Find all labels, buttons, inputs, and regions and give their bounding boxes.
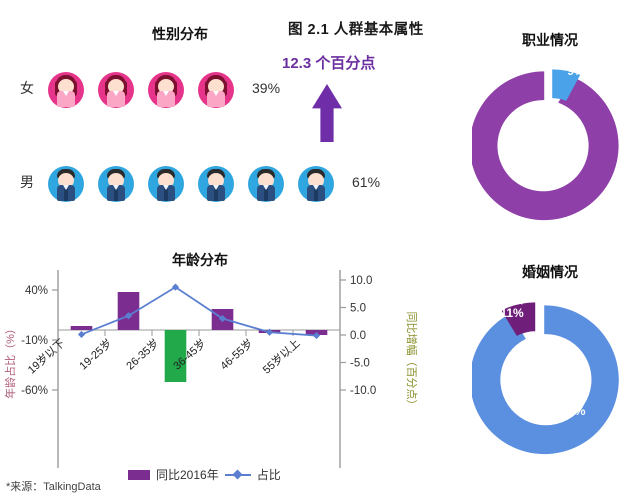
- marriage-slice-married: [472, 305, 619, 455]
- male-icon-group: [44, 160, 344, 204]
- age-chart-left-tick-label: -60%: [21, 385, 48, 397]
- source-note: *来源：TalkingData: [6, 481, 101, 493]
- gender-value-male: 61%: [352, 174, 381, 190]
- age-chart-line-marker: [265, 328, 274, 336]
- age-chart-ylabel: 年龄占比（%）: [3, 323, 17, 399]
- gender-gap-callout: 12.3 个百分点: [282, 52, 412, 157]
- age-chart-bar: [117, 292, 140, 330]
- gender-gap-text: 12.3 个百分点: [282, 55, 376, 72]
- occupation-panel: 职业情况 其他 91% 大学生 9%: [462, 30, 636, 235]
- occupation-value-other: 91%: [528, 156, 554, 171]
- female-icon-group: [44, 66, 244, 110]
- gender-chart-title: 性别分布: [152, 26, 208, 42]
- marriage-label-married-text: 已婚: [560, 390, 586, 404]
- occupation-label-other-text: 其他: [528, 142, 554, 156]
- up-arrow-icon: [312, 84, 342, 142]
- age-chart-legend: 同比2016年 占比: [128, 466, 281, 483]
- age-chart-right-tick-label: 5.0: [350, 303, 366, 315]
- age-chart-title: 年龄分布: [172, 252, 228, 268]
- marriage-slice-single-group: [501, 302, 536, 377]
- male-person-icon: [194, 160, 238, 204]
- age-chart-right-tick-label: 10.0: [350, 275, 372, 287]
- age-distribution-panel: 年龄分布 40% -10% -60% 10.0 5.0 0.0 -5.0 -10.0 19岁以下…: [0, 250, 446, 500]
- age-chart-category-label: 19-25岁: [76, 336, 114, 373]
- age-chart-y2label: 同比增幅（百分点）: [405, 312, 419, 411]
- gender-value-female: 39%: [252, 80, 281, 96]
- occupation-chart-title: 职业情况: [522, 32, 578, 48]
- gender-label-male: 男: [20, 174, 34, 190]
- male-person-icon: [144, 160, 188, 204]
- age-chart-line-marker: [77, 330, 86, 339]
- marriage-donut-svg: [472, 302, 619, 455]
- age-chart-left-tick-label: -10%: [21, 335, 48, 347]
- age-chart-line-marker: [218, 314, 227, 323]
- marriage-value-married: 89%: [560, 404, 586, 419]
- age-chart-category-label: 55岁以上: [260, 336, 303, 377]
- occupation-label-student: 大学生 9%: [548, 52, 604, 79]
- age-chart-line: [81, 286, 317, 337]
- male-person-icon: [94, 160, 138, 204]
- marriage-label-single-text: 未婚: [500, 294, 524, 306]
- gender-row-male: 男 61%: [10, 160, 380, 204]
- marriage-label-single: 未婚 11%: [482, 294, 542, 321]
- female-person-icon: [44, 66, 88, 110]
- age-chart-bar: [164, 330, 187, 382]
- age-chart-category-label: 46-55岁: [217, 336, 255, 373]
- occupation-slice-student: [552, 69, 581, 144]
- female-person-icon: [94, 66, 138, 110]
- gender-label-female: 女: [20, 80, 34, 96]
- female-person-icon: [194, 66, 238, 110]
- figure-title: 图 2.1 人群基本属性: [288, 22, 424, 38]
- male-person-icon: [244, 160, 288, 204]
- male-person-icon: [44, 160, 88, 204]
- legend-label-line: 占比: [256, 468, 281, 482]
- age-chart-right-tick-label: 0.0: [350, 330, 366, 342]
- marriage-label-married: 已婚 89%: [530, 390, 616, 419]
- gender-distribution-panel: 性别分布 女 39% 男: [0, 24, 380, 224]
- age-chart-category-label: 26-35岁: [123, 336, 161, 373]
- marriage-slice-single: [501, 302, 536, 377]
- occupation-donut-svg: [472, 69, 619, 221]
- age-chart-right-tick-label: -10.0: [350, 385, 376, 397]
- age-chart-line-marker: [124, 312, 133, 320]
- occupation-label-other: 其他 91%: [498, 142, 584, 171]
- female-person-icon: [144, 66, 188, 110]
- legend-swatch-line: [224, 473, 251, 476]
- age-chart-line-marker: [312, 331, 321, 340]
- male-person-icon: [294, 160, 338, 204]
- marriage-value-single: 11%: [500, 306, 524, 321]
- age-chart-right-tick-label: -5.0: [350, 358, 370, 370]
- legend-label-bar: 同比2016年: [156, 468, 219, 482]
- occupation-slice-student-group: [552, 69, 581, 144]
- marriage-chart-title: 婚姻情况: [522, 264, 578, 280]
- age-chart-left-tick-label: 40%: [25, 285, 48, 297]
- gender-row-female: 女 39%: [10, 66, 280, 110]
- occupation-value-student: 9%: [567, 64, 585, 79]
- age-chart-bar: [70, 326, 93, 330]
- marriage-donut-chart: [472, 286, 628, 462]
- occupation-donut-chart: [472, 52, 628, 224]
- legend-swatch-bar: [128, 469, 150, 480]
- occupation-slice-other: [472, 71, 619, 221]
- marriage-panel: 婚姻情况 已婚 89% 未婚 11%: [462, 262, 636, 492]
- occupation-label-student-text: 大学生: [558, 52, 594, 64]
